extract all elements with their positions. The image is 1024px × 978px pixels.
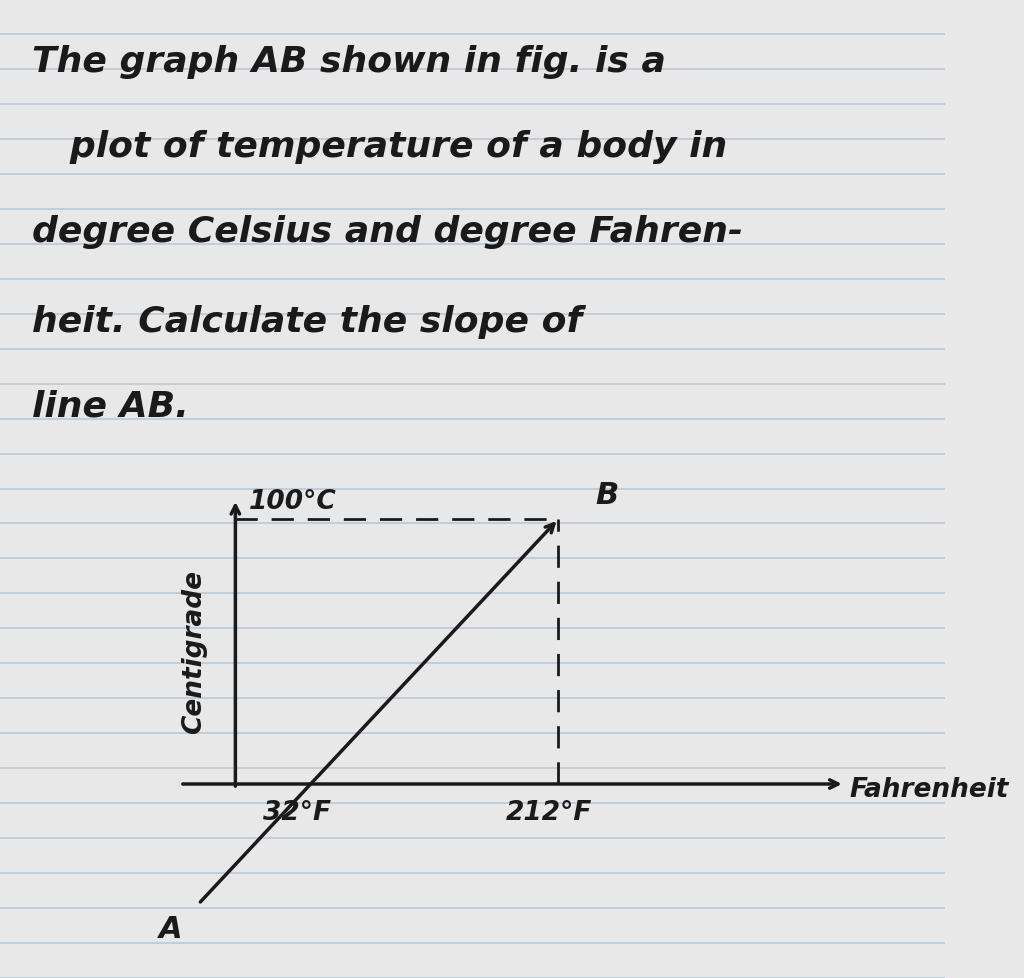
Text: Centigrade: Centigrade <box>181 570 207 734</box>
Text: 212°F: 212°F <box>506 799 593 825</box>
Text: 32°F: 32°F <box>263 799 331 825</box>
Text: A: A <box>159 914 182 943</box>
Text: heit. Calculate the slope of: heit. Calculate the slope of <box>33 305 583 338</box>
Text: 100°C: 100°C <box>249 488 337 514</box>
Text: The graph AB shown in fig. is a: The graph AB shown in fig. is a <box>33 45 667 79</box>
Text: degree Celsius and degree Fahren-: degree Celsius and degree Fahren- <box>33 215 743 248</box>
Text: Fahrenheit: Fahrenheit <box>849 777 1009 802</box>
Text: B: B <box>595 480 618 510</box>
Text: plot of temperature of a body in: plot of temperature of a body in <box>33 130 728 164</box>
Text: line AB.: line AB. <box>33 389 189 423</box>
